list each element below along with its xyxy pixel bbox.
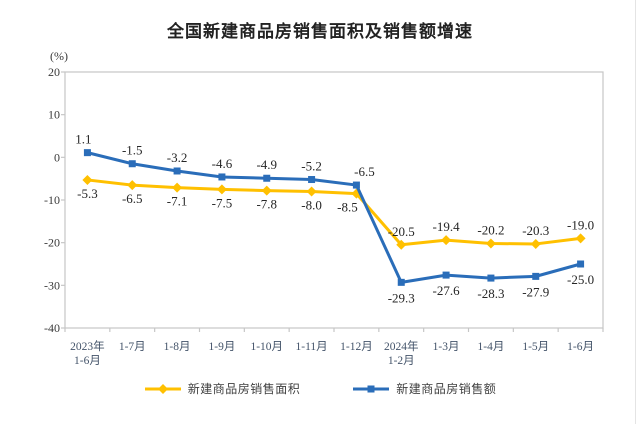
x-axis-tick-label: 1-5月	[522, 341, 549, 353]
sales-area-data-label: -7.8	[256, 197, 277, 212]
sales-amount-data-label: -27.9	[522, 284, 549, 299]
sales-area-marker	[441, 235, 452, 246]
sales-amount-marker	[263, 174, 271, 182]
sales-area-data-label: -8.5	[337, 200, 358, 215]
sales-amount-data-label: -3.2	[167, 150, 188, 165]
y-axis-unit-label: (%)	[50, 49, 68, 63]
sales-amount-marker	[352, 181, 360, 189]
x-axis-tick-label: 1-3月	[433, 341, 460, 353]
sales-amount-marker	[532, 272, 540, 280]
sales-area-data-label: -19.0	[567, 217, 594, 232]
y-axis-tick-label: -30	[44, 278, 60, 292]
chart-title: 全国新建商品房销售面积及销售额增速	[167, 22, 473, 41]
y-axis-tick-label: 20	[48, 65, 60, 79]
sales-amount-data-label: -6.5	[354, 164, 375, 179]
sales-area-marker	[485, 238, 496, 249]
sales-area-marker	[530, 238, 541, 249]
sales-amount-marker	[308, 176, 316, 184]
sales-area-marker	[306, 186, 317, 197]
x-axis-tick-label: 1-9月	[208, 341, 235, 353]
legend-sales-amount-marker-icon	[353, 385, 390, 392]
chart-legend: 新建商品房销售面积 新建商品房销售额	[0, 380, 640, 397]
sales-area-marker	[127, 180, 138, 191]
sales-amount-data-label: -25.0	[567, 272, 594, 287]
sales-area-marker	[172, 182, 183, 193]
sales-area-data-label: -20.3	[522, 223, 549, 238]
x-axis-tick-label: 1-10月	[250, 341, 283, 353]
sales-amount-marker	[442, 271, 450, 279]
sales-area-data-label: -19.4	[433, 219, 461, 234]
legend-sales-amount-label: 新建商品房销售额	[396, 382, 497, 396]
x-axis-tick-label: 2024年	[384, 339, 419, 353]
sales-area-marker	[216, 184, 227, 195]
sales-amount-marker	[577, 260, 585, 268]
sales-amount-marker	[83, 149, 91, 157]
sales-amount-data-label: -4.6	[212, 156, 233, 171]
x-axis-tick-label: 1-7月	[119, 341, 146, 353]
sales-area-marker	[575, 233, 586, 244]
sales-amount-data-label: -29.3	[388, 290, 415, 305]
sales-area-marker	[396, 239, 407, 250]
x-axis-tick-label: 1-6月	[74, 355, 101, 367]
sales-area-marker	[82, 174, 93, 185]
legend-sales-area-marker-icon	[144, 383, 181, 394]
legend-sales-area-label: 新建商品房销售面积	[187, 382, 301, 396]
sales-amount-marker	[128, 160, 136, 168]
legend-item-sales-area: 新建商品房销售面积	[144, 380, 301, 397]
sales-area-data-label: -7.5	[212, 195, 233, 210]
sales-area-marker	[261, 185, 272, 196]
sales-amount-data-label: -1.5	[122, 143, 143, 158]
sales-amount-marker	[218, 173, 226, 181]
legend-item-sales-amount: 新建商品房销售额	[352, 380, 496, 397]
sales-amount-marker	[173, 167, 181, 175]
sales-amount-data-label: -5.2	[301, 159, 322, 174]
page-edge-divider	[635, 0, 636, 424]
sales-amount-data-label: -27.6	[433, 283, 461, 298]
y-axis-tick-label: -40	[44, 321, 60, 335]
sales-amount-line	[87, 151, 581, 284]
x-axis-tick-label: 2023年	[70, 339, 105, 353]
x-axis-tick-label: 1-12月	[340, 341, 373, 353]
sales-area-data-label: -5.3	[77, 186, 98, 201]
x-axis-tick-label: 1-8月	[164, 341, 191, 353]
x-axis-tick-label: 1-11月	[296, 341, 328, 353]
sales-amount-marker	[397, 278, 405, 286]
x-axis-tick-label: 1-4月	[477, 341, 504, 353]
sales-area-data-label: -8.0	[301, 197, 322, 212]
y-axis-tick-label: -20	[44, 236, 60, 250]
sales-area-data-label: -6.5	[122, 191, 143, 206]
sales-area-data-label: -20.5	[388, 224, 415, 239]
sales-area-data-label: -7.1	[167, 194, 188, 209]
y-axis-tick-label: 0	[54, 150, 60, 164]
sales-amount-data-label: -28.3	[477, 286, 504, 301]
y-axis-tick-label: -10	[44, 193, 60, 207]
x-axis-tick-label: 1-6月	[567, 341, 594, 353]
sales-amount-marker	[487, 274, 495, 282]
sales-area-data-label: -20.2	[477, 223, 504, 238]
y-axis-tick-label: 10	[48, 108, 60, 122]
sales-amount-data-label: -4.9	[256, 157, 277, 172]
sales-area-line	[87, 178, 581, 247]
x-axis-tick-label: 1-2月	[388, 355, 415, 367]
sales-amount-data-label: 1.1	[75, 132, 91, 147]
